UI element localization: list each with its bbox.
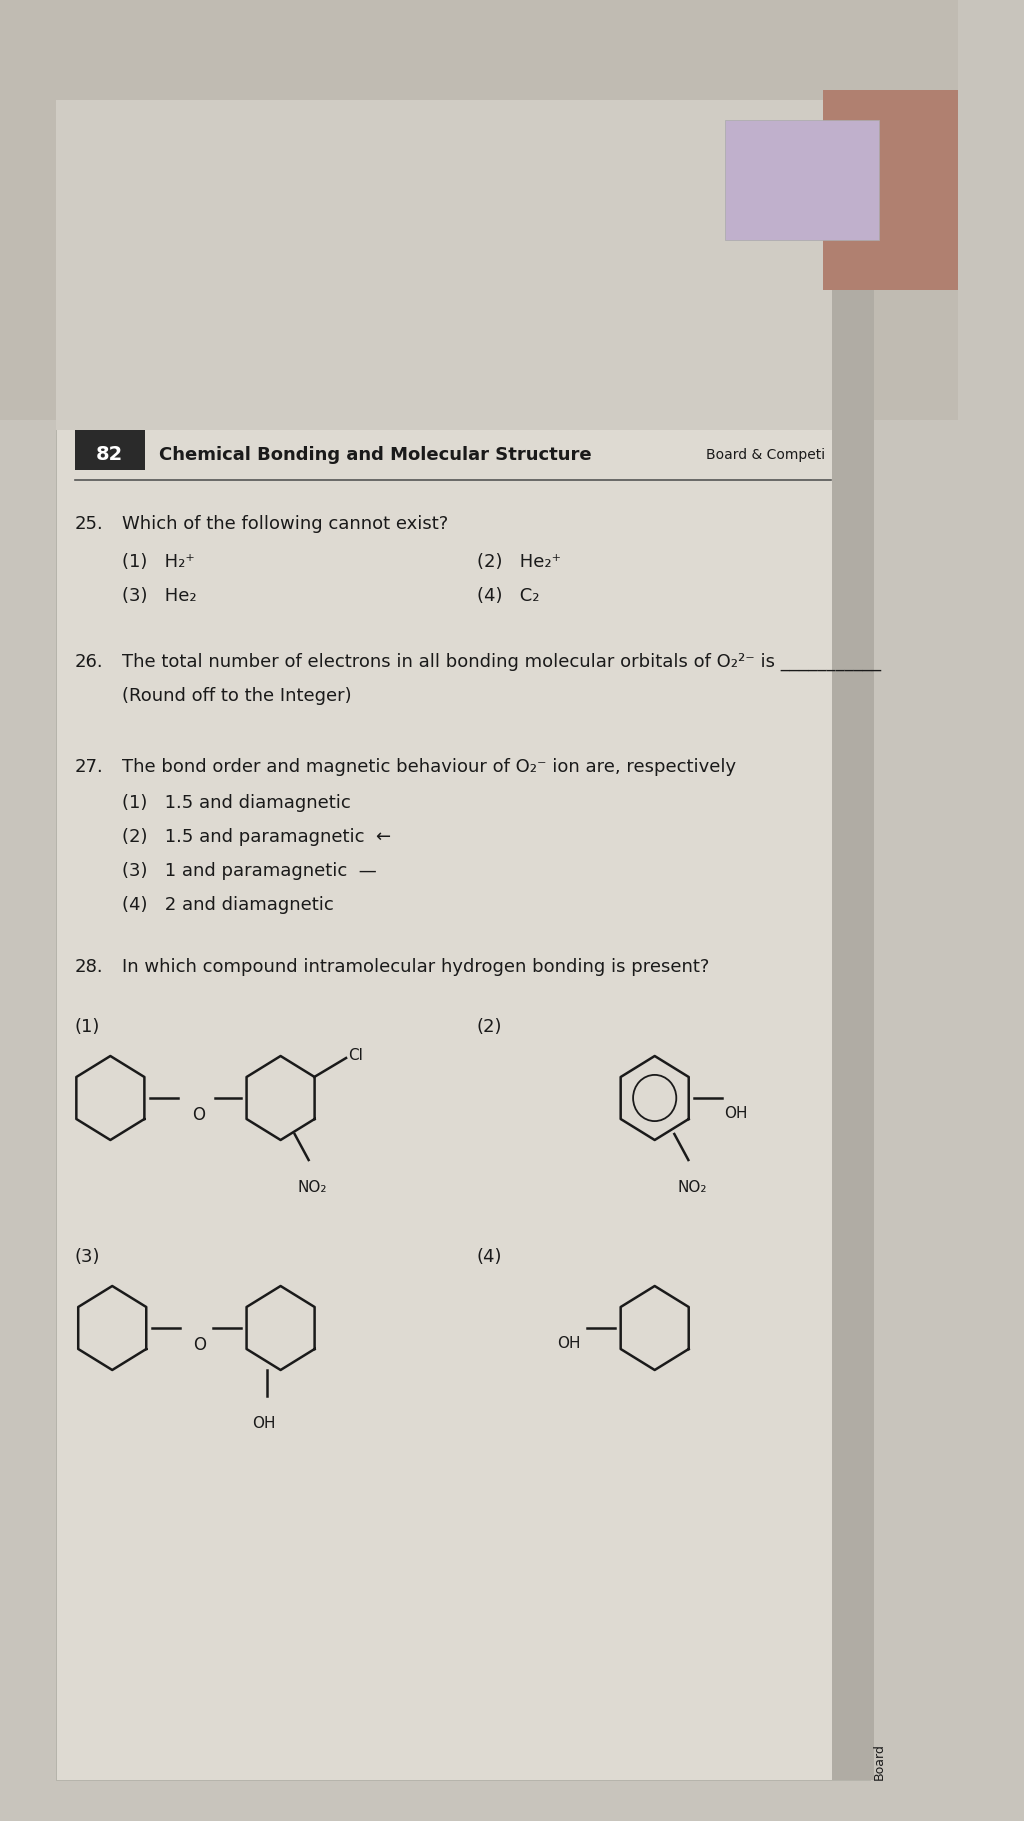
Text: Cl: Cl (348, 1049, 362, 1063)
Text: (3)   1 and paramagnetic  —: (3) 1 and paramagnetic — (122, 861, 377, 880)
Text: (1)   1.5 and diamagnetic: (1) 1.5 and diamagnetic (122, 794, 350, 812)
Text: NO₂: NO₂ (677, 1180, 707, 1195)
Text: (Round off to the Integer): (Round off to the Integer) (122, 687, 351, 705)
FancyBboxPatch shape (823, 89, 957, 290)
FancyBboxPatch shape (725, 120, 880, 240)
Text: (4): (4) (477, 1247, 503, 1266)
Text: 28.: 28. (75, 958, 103, 976)
Text: Board & Competi: Board & Competi (706, 448, 825, 463)
Text: (2)   1.5 and paramagnetic  ←: (2) 1.5 and paramagnetic ← (122, 829, 391, 847)
Text: The total number of electrons in all bonding molecular orbitals of O₂²⁻ is _____: The total number of electrons in all bon… (122, 654, 881, 672)
Text: (4)   C₂: (4) C₂ (477, 586, 540, 605)
Text: (2)   He₂⁺: (2) He₂⁺ (477, 554, 561, 572)
Text: NO₂: NO₂ (297, 1180, 327, 1195)
Text: (2): (2) (477, 1018, 503, 1036)
FancyBboxPatch shape (56, 100, 869, 1779)
Text: O: O (193, 1337, 206, 1355)
FancyBboxPatch shape (75, 430, 145, 470)
Text: (3): (3) (75, 1247, 100, 1266)
Text: (4)   2 and diamagnetic: (4) 2 and diamagnetic (122, 896, 334, 914)
Text: 25.: 25. (75, 515, 103, 534)
FancyBboxPatch shape (0, 0, 957, 421)
Text: OH: OH (724, 1105, 748, 1122)
Text: (1)   H₂⁺: (1) H₂⁺ (122, 554, 195, 572)
Text: 26.: 26. (75, 654, 103, 670)
Text: (3)   He₂: (3) He₂ (122, 586, 197, 605)
Text: Which of the following cannot exist?: Which of the following cannot exist? (122, 515, 447, 534)
FancyBboxPatch shape (56, 100, 869, 430)
Text: In which compound intramolecular hydrogen bonding is present?: In which compound intramolecular hydroge… (122, 958, 709, 976)
Text: OH: OH (557, 1337, 581, 1351)
Text: 82: 82 (96, 446, 123, 464)
Text: Board: Board (872, 1743, 886, 1779)
FancyBboxPatch shape (833, 100, 874, 1779)
Text: 27.: 27. (75, 758, 103, 776)
Text: (1): (1) (75, 1018, 100, 1036)
Text: OH: OH (253, 1417, 276, 1431)
Text: Chemical Bonding and Molecular Structure: Chemical Bonding and Molecular Structure (159, 446, 592, 464)
Text: O: O (191, 1105, 205, 1124)
Text: The bond order and magnetic behaviour of O₂⁻ ion are, respectively: The bond order and magnetic behaviour of… (122, 758, 735, 776)
